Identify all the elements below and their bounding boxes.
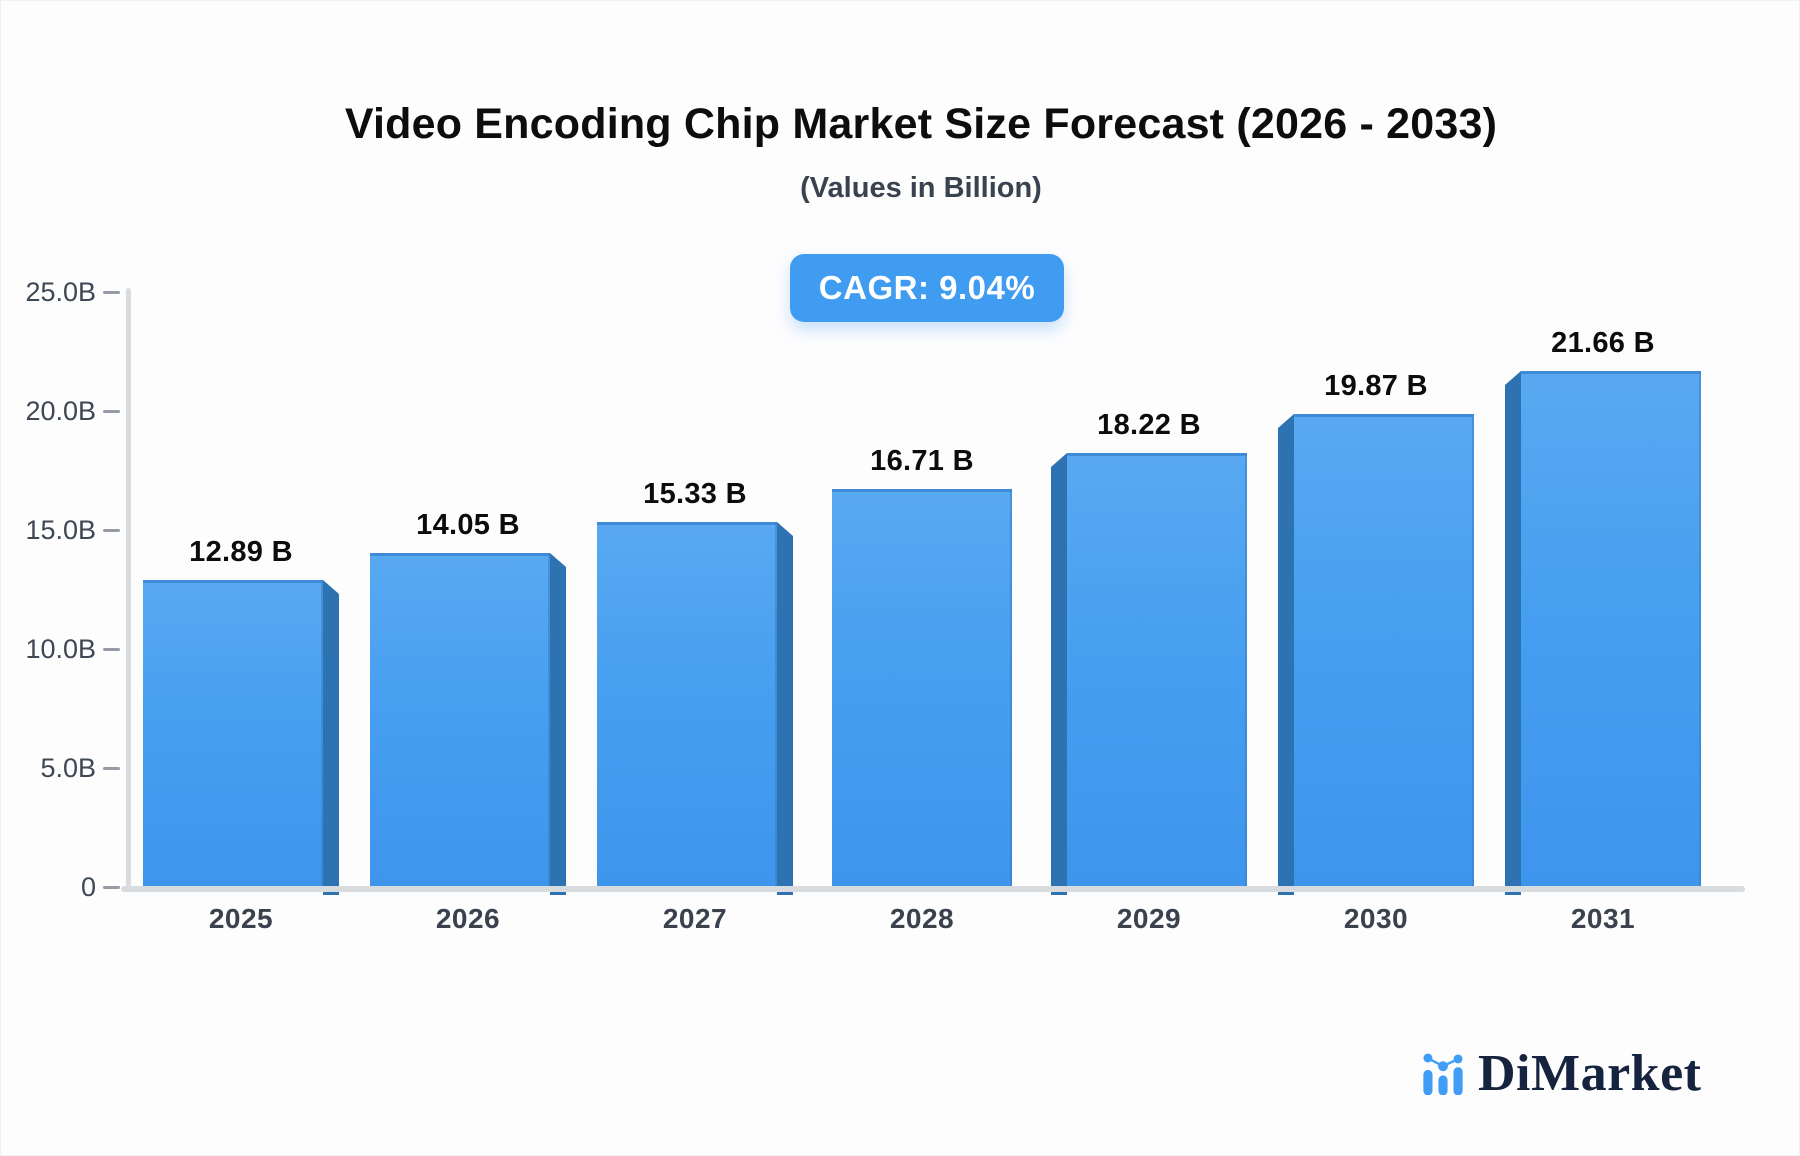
y-axis-tick-label: 15.0B [25,515,96,545]
chart-title: Video Encoding Chip Market Size Forecast… [344,100,1498,148]
x-axis-category-label: 2028 [889,903,955,934]
bar-side-face [550,553,566,895]
bar-side-face [323,580,339,895]
bar-value-label: 12.89 B [189,536,293,568]
bar-2031 [1521,371,1701,891]
bar-2027 [597,522,777,891]
y-axis-tick-mark [103,886,120,889]
x-axis-category-label: 2031 [1570,903,1636,934]
cagr-badge-label: CAGR: 9.04% [818,269,1036,306]
x-axis-category-label: 2026 [435,903,501,934]
bar-chart-trend-icon [1423,1053,1463,1095]
y-axis-tick-label: 10.0B [25,634,96,664]
x-axis-category-label: 2027 [662,903,728,934]
bar-value-label: 18.22 B [1097,409,1201,441]
y-axis-tick-mark [103,291,120,294]
y-axis-tick-mark [103,767,120,770]
bar-2028 [832,489,1012,891]
y-axis-tick-mark [103,529,120,532]
bar-value-label: 19.87 B [1324,370,1428,402]
y-axis-tick-label: 20.0B [25,396,96,426]
bar-side-face [1051,453,1067,895]
bar-value-label: 16.71 B [870,445,974,477]
bar-2029 [1067,453,1247,891]
bar-side-face [1278,414,1294,895]
bar-2025 [143,580,323,891]
y-axis-tick-label: 0 [80,872,96,902]
x-axis-category-label: 2030 [1343,903,1409,934]
y-axis-tick-label: 25.0B [25,277,96,307]
brand-name: DiMarket [1478,1045,1702,1102]
bar-2026 [370,553,550,891]
bar-value-label: 21.66 B [1551,327,1655,359]
cagr-badge: CAGR: 9.04% [790,254,1064,322]
y-axis-tick-mark [103,410,120,413]
bar-side-face [1505,371,1521,895]
y-axis-tick-mark [103,648,120,651]
y-axis-line [126,288,131,889]
y-axis-tick-label: 5.0B [40,753,96,783]
x-axis-line [121,886,1745,892]
bar-value-label: 15.33 B [643,478,747,510]
bar-2030 [1294,414,1474,891]
x-axis-category-label: 2029 [1116,903,1182,934]
brand-logo: DiMarket [1421,1044,1701,1103]
bar-side-face [777,522,793,895]
x-axis-category-label: 2025 [208,903,274,934]
bar-value-label: 14.05 B [416,509,520,541]
chart-subtitle: (Values in Billion) [800,172,1042,204]
